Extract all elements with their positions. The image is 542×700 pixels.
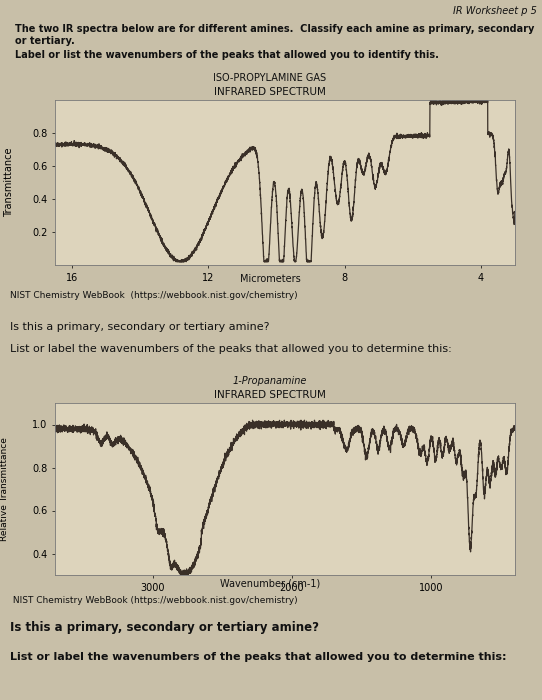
Y-axis label: Relative Transmittance: Relative Transmittance — [0, 437, 9, 541]
Text: 1-Propanamine: 1-Propanamine — [233, 377, 307, 386]
Text: Micrometers: Micrometers — [240, 274, 300, 284]
Text: INFRARED SPECTRUM: INFRARED SPECTRUM — [214, 391, 326, 400]
Text: NIST Chemistry WebBook (https://webbook.nist.gov/chemistry): NIST Chemistry WebBook (https://webbook.… — [10, 596, 298, 605]
Text: Wavenumber (cm-1): Wavenumber (cm-1) — [220, 579, 320, 589]
Text: INFRARED SPECTRUM: INFRARED SPECTRUM — [214, 88, 326, 97]
Text: Label or list the wavenumbers of the peaks that allowed you to identify this.: Label or list the wavenumbers of the pea… — [15, 50, 439, 60]
Text: IR Worksheet p 5: IR Worksheet p 5 — [453, 6, 537, 16]
Text: ISO-PROPYLAMINE GAS: ISO-PROPYLAMINE GAS — [214, 74, 327, 83]
Text: NIST Chemistry WebBook  (https://webbook.nist.gov/chemistry): NIST Chemistry WebBook (https://webbook.… — [10, 291, 298, 300]
Text: The two IR spectra below are for different amines.  Classify each amine as prima: The two IR spectra below are for differe… — [15, 25, 534, 46]
Text: List or label the wavenumbers of the peaks that allowed you to determine this:: List or label the wavenumbers of the pea… — [10, 652, 507, 662]
Y-axis label: Transmittance: Transmittance — [4, 148, 14, 217]
Text: Is this a primary, secondary or tertiary amine?: Is this a primary, secondary or tertiary… — [10, 322, 269, 332]
Text: List or label the wavenumbers of the peaks that allowed you to determine this:: List or label the wavenumbers of the pea… — [10, 344, 451, 354]
Text: Is this a primary, secondary or tertiary amine?: Is this a primary, secondary or tertiary… — [10, 622, 319, 634]
